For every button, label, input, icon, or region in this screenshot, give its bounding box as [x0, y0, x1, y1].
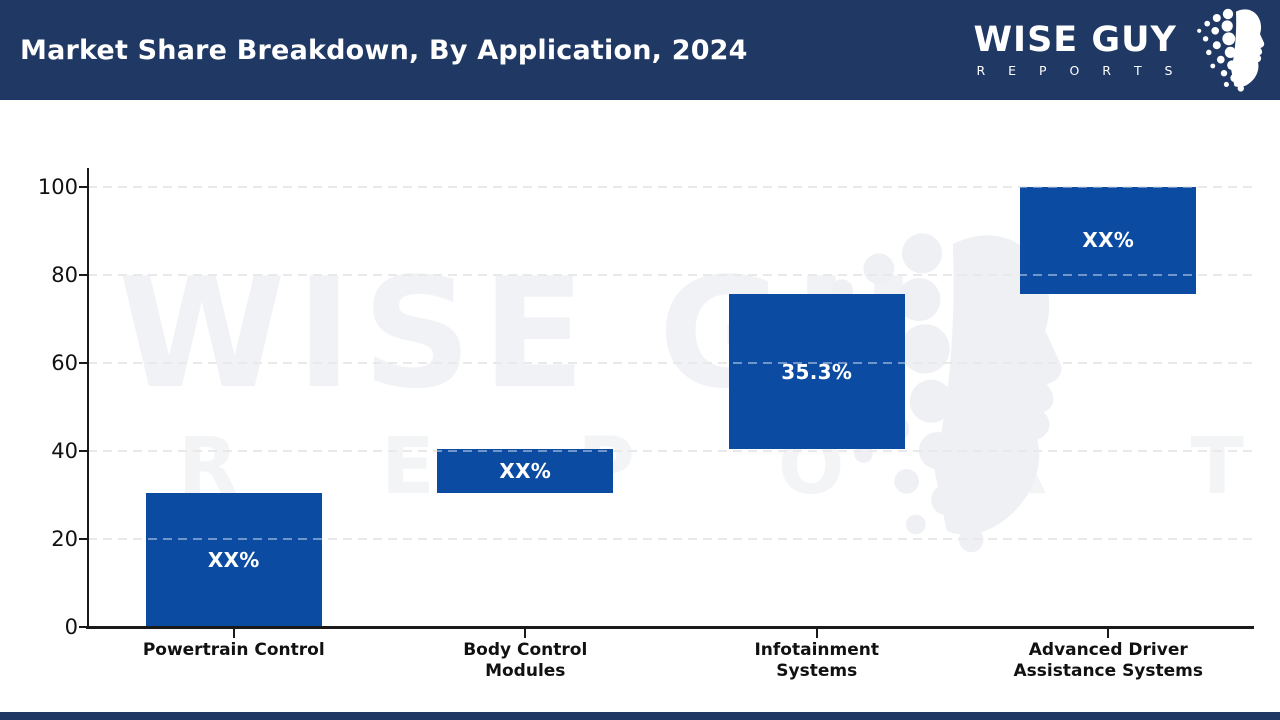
header-bar: Market Share Breakdown, By Application, … [0, 0, 1280, 100]
gridline-overlay [88, 450, 1254, 452]
x-axis-line [86, 626, 1254, 629]
y-tick-mark [79, 450, 88, 452]
category-label: Advanced Driver Assistance Systems [1013, 640, 1204, 682]
category-label: Infotainment Systems [754, 640, 879, 682]
y-tick-label: 20 [51, 527, 78, 551]
chart-title: Market Share Breakdown, By Application, … [20, 34, 748, 66]
y-tick-label: 100 [37, 175, 78, 199]
brand-logo: WISE GUY R E P O R T S [973, 6, 1280, 94]
y-tick-mark [79, 538, 88, 540]
bar-value-label: XX% [207, 548, 260, 573]
bar-slot: XX% [88, 187, 380, 638]
y-axis-labels: 0 20 40 60 80 100 [0, 0, 78, 720]
y-tick-mark [79, 626, 88, 628]
brand-face-icon [1197, 8, 1265, 92]
bar-infotainment-systems: 35.3% [728, 293, 905, 450]
y-tick-mark [79, 274, 88, 276]
gridline-overlay [88, 538, 1254, 540]
y-tick-label: 0 [64, 615, 78, 639]
x-tick-mark [1107, 629, 1110, 638]
gridline-overlay [88, 362, 1254, 364]
x-tick-mark [815, 629, 818, 638]
x-tick-mark [524, 629, 527, 638]
y-tick-mark [79, 362, 88, 364]
brand-name: WISE GUY [973, 19, 1177, 60]
y-tick-label: 40 [51, 439, 78, 463]
category-label: Powertrain Control [142, 640, 325, 660]
brand-subtitle: R E P O R T S [976, 62, 1182, 78]
bar-powertrain-control: XX% [145, 493, 322, 627]
bars-row: XX% XX% 35.3% XX% [88, 187, 1255, 638]
y-tick-label: 80 [51, 263, 78, 287]
bar-slot: 35.3% [671, 187, 963, 638]
bar-slot: XX% [963, 187, 1255, 638]
category-label: Body Control Modules [463, 640, 588, 682]
bar-advanced-driver-assistance-systems: XX% [1020, 187, 1197, 294]
gridline [88, 186, 1254, 188]
footer-bar [0, 712, 1280, 720]
x-tick-mark [232, 629, 235, 638]
bar-slot: XX% [380, 187, 672, 638]
y-tick-mark [79, 186, 88, 188]
y-axis-spine [87, 168, 89, 628]
brand-text: WISE GUY R E P O R T S [973, 19, 1182, 78]
gridline [88, 538, 1254, 540]
gridline [88, 450, 1254, 452]
gridline-overlay [88, 186, 1254, 188]
bar-body-control-modules: XX% [437, 449, 614, 494]
y-tick-label: 60 [51, 351, 78, 375]
gridline-overlay [88, 274, 1254, 276]
bar-value-label: XX% [1082, 228, 1135, 253]
bar-value-label: XX% [499, 459, 552, 484]
gridline [88, 362, 1254, 364]
plot-area: XX% XX% 35.3% XX% [88, 186, 1255, 638]
category-labels-row: Powertrain Control Body Control Modules Inf… [88, 640, 1254, 683]
gridline [88, 274, 1254, 276]
